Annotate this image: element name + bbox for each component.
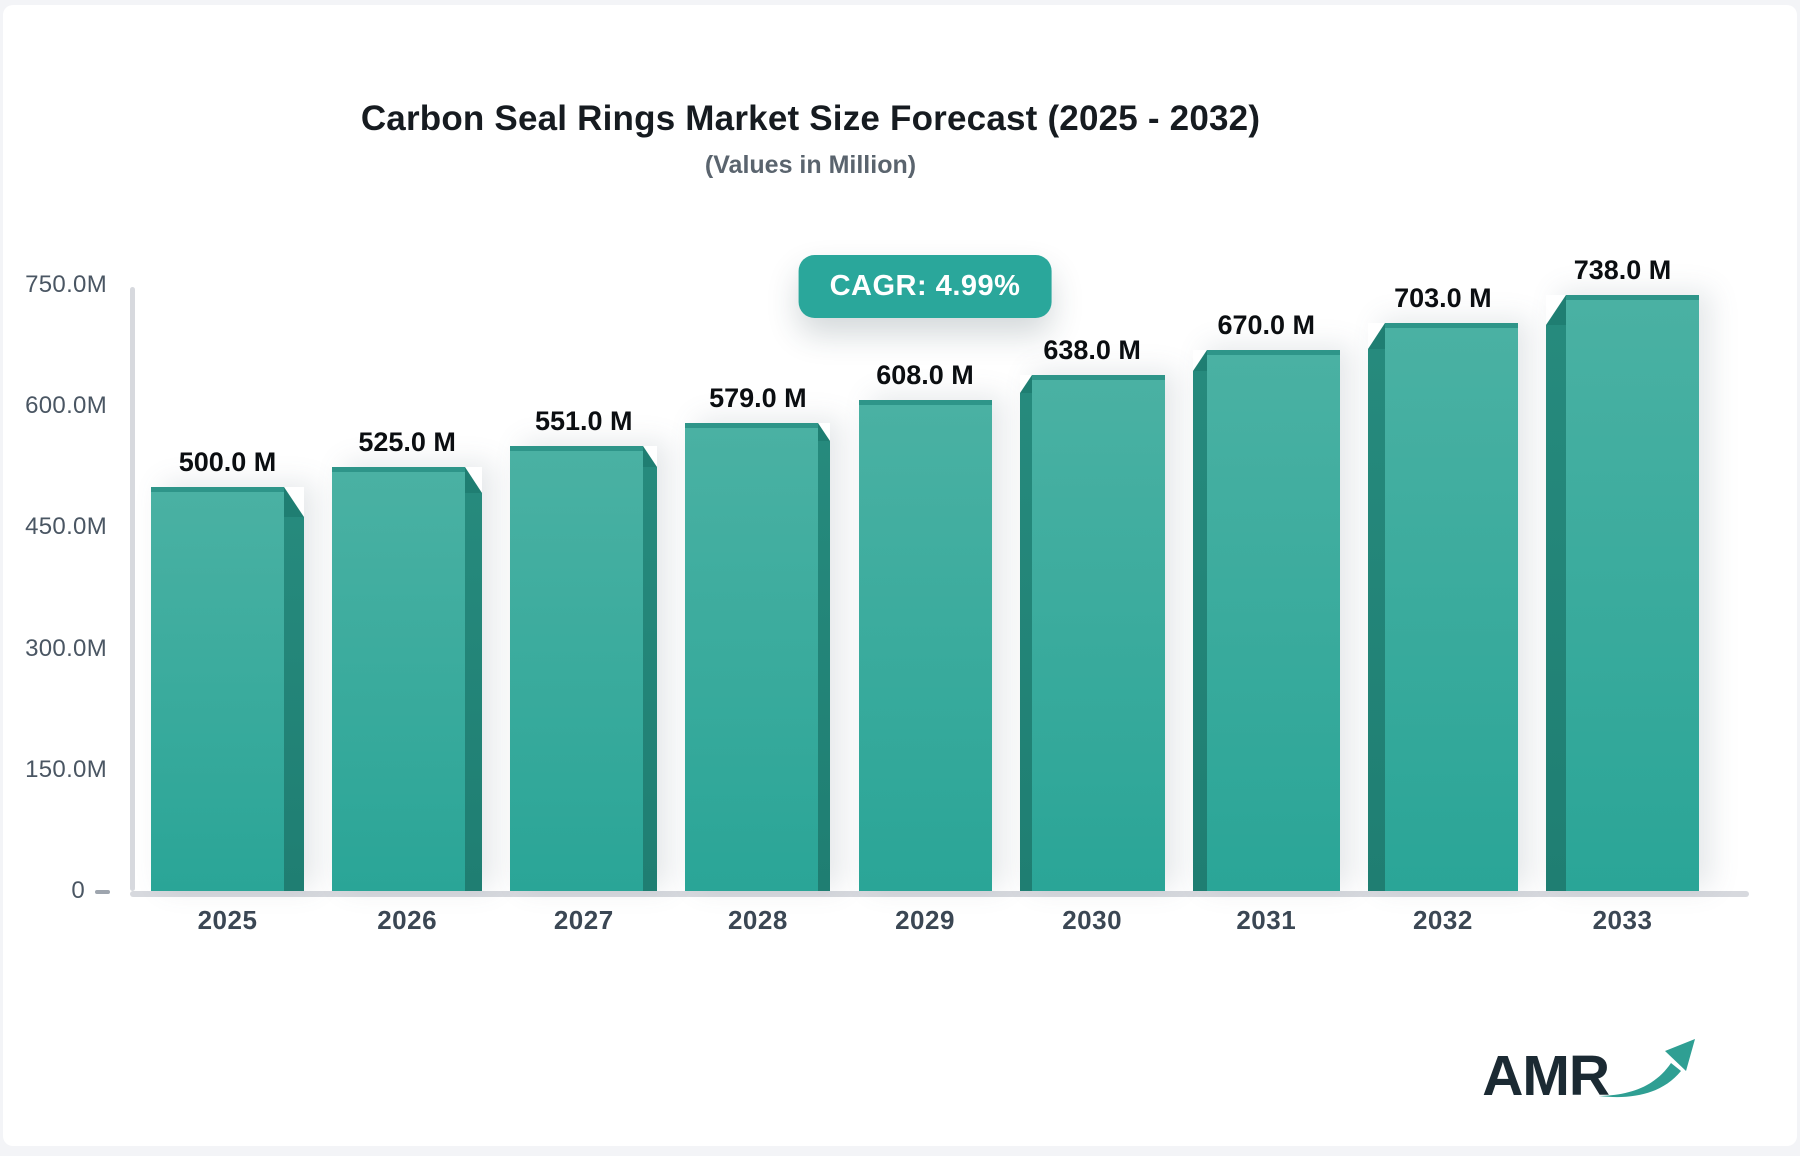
bar-side-shade (1019, 393, 1032, 891)
x-axis-label-2033: 2033 (1592, 905, 1653, 935)
chart-title: Carbon Seal Rings Market Size Forecast (… (360, 99, 1261, 138)
bar-2031[interactable]: 670.0 M (1192, 310, 1340, 891)
bar-side-shade (465, 492, 483, 891)
bar-bevel (1019, 375, 1032, 394)
bar-value-label: 500.0 M (178, 446, 277, 477)
y-axis-tick-label: 150.0M (25, 755, 107, 783)
amr-logo-arrow-icon (1599, 1039, 1695, 1098)
bar-value-label: 638.0 M (1043, 335, 1141, 366)
chart-card: Carbon Seal Rings Market Size Forecast (… (3, 5, 1797, 1146)
x-axis-label-2026: 2026 (377, 905, 438, 935)
y-axis-tick-label: 450.0M (25, 513, 107, 541)
y-axis-line (130, 287, 135, 891)
bar-face (858, 399, 992, 891)
bar-bevel (1546, 294, 1566, 325)
amr-logo-text: AMR (1482, 1043, 1610, 1108)
bar-slot-2027: 551.0 M 2027 (510, 285, 658, 935)
bar-value-label: 525.0 M (358, 426, 456, 457)
y-axis-tick-label: 300.0M (25, 634, 107, 662)
bar-side-shade (284, 516, 304, 891)
bar-face (151, 486, 284, 891)
bar-bevel (643, 445, 658, 467)
bar-slot-2025: 500.0 M 2025 (151, 285, 304, 935)
bar-2027[interactable]: 551.0 M (510, 406, 658, 891)
bar-slot-2033: 738.0 M 2033 (1546, 255, 1699, 935)
bar-2028[interactable]: 579.0 M (685, 383, 831, 891)
bar-slot-2029: 608.0 M 2029 (858, 285, 992, 935)
x-axis-label-2029: 2029 (895, 905, 955, 935)
bar-bevel (465, 466, 483, 493)
bar-2032[interactable]: 703.0 M (1367, 283, 1518, 891)
bar-bevel (818, 423, 831, 442)
bar-value-label: 738.0 M (1573, 254, 1672, 285)
bar-2029[interactable]: 608.0 M (858, 360, 992, 891)
zero-tick-mark (95, 890, 110, 894)
bar-slot-2032: 703.0 M 2032 (1367, 283, 1518, 935)
x-axis-label-2030: 2030 (1062, 905, 1123, 935)
bar-side-shade (643, 466, 658, 891)
bar-slot-2026: 525.0 M 2026 (332, 285, 483, 935)
cagr-badge-label: CAGR: 4.99% (829, 270, 1021, 302)
bar-face (1031, 375, 1165, 891)
bar-side-shade (818, 441, 831, 891)
chart-subtitle: (Values in Million) (704, 151, 917, 179)
x-axis-label-2027: 2027 (553, 905, 614, 935)
bar-side-shade (1367, 349, 1385, 891)
bar-bevel (284, 486, 304, 517)
bar-value-label: 703.0 M (1394, 283, 1492, 313)
bar-face (332, 466, 466, 891)
bar-face (1384, 323, 1518, 891)
bar-face (1206, 349, 1340, 891)
bar-side-shade (1192, 370, 1207, 891)
bar-bevel (1192, 349, 1207, 371)
bar-2026[interactable]: 525.0 M (332, 427, 483, 891)
x-axis-label-2028: 2028 (727, 905, 788, 935)
y-axis-tick-label: 750.0M (25, 271, 107, 298)
bar-slot-2031: 670.0 M 2031 (1192, 285, 1340, 935)
bar-side-shade (1546, 324, 1566, 891)
bar-value-label: 608.0 M (876, 359, 974, 390)
bar-face (685, 423, 819, 891)
bar-slot-2028: 579.0 M 2028 (685, 285, 831, 935)
y-axis-tick-label: 600.0M (25, 392, 107, 420)
bar-value-label: 551.0 M (534, 405, 633, 436)
bar-bevel (1367, 323, 1385, 349)
cagr-badge: CAGR: 4.99% (798, 255, 1052, 318)
bar-2025[interactable]: 500.0 M (151, 447, 304, 891)
x-axis-label-2032: 2032 (1412, 905, 1473, 935)
bar-slot-2030: 638.0 M 2030 (1019, 285, 1165, 935)
bar-value-label: 670.0 M (1217, 309, 1316, 340)
bar-face (1566, 294, 1699, 891)
bar-face (510, 445, 644, 891)
x-axis-label-2031: 2031 (1236, 905, 1297, 935)
bar-2033[interactable]: 738.0 M (1546, 255, 1699, 891)
x-axis-label-2025: 2025 (197, 905, 258, 935)
plot-area: 500.0 M 2025 525.0 M 2026 551.0 M 2027 579.0 M… (3, 255, 1749, 935)
bars-container: 500.0 M 2025 525.0 M 2026 551.0 M 2027 579.0 M… (135, 255, 1745, 935)
bar-2030[interactable]: 638.0 M (1019, 335, 1165, 891)
amr-logo: AMR (1482, 1036, 1699, 1108)
bar-value-label: 579.0 M (709, 383, 807, 414)
x-axis-line (130, 891, 1749, 897)
y-axis-tick-label: 0 (71, 877, 85, 904)
